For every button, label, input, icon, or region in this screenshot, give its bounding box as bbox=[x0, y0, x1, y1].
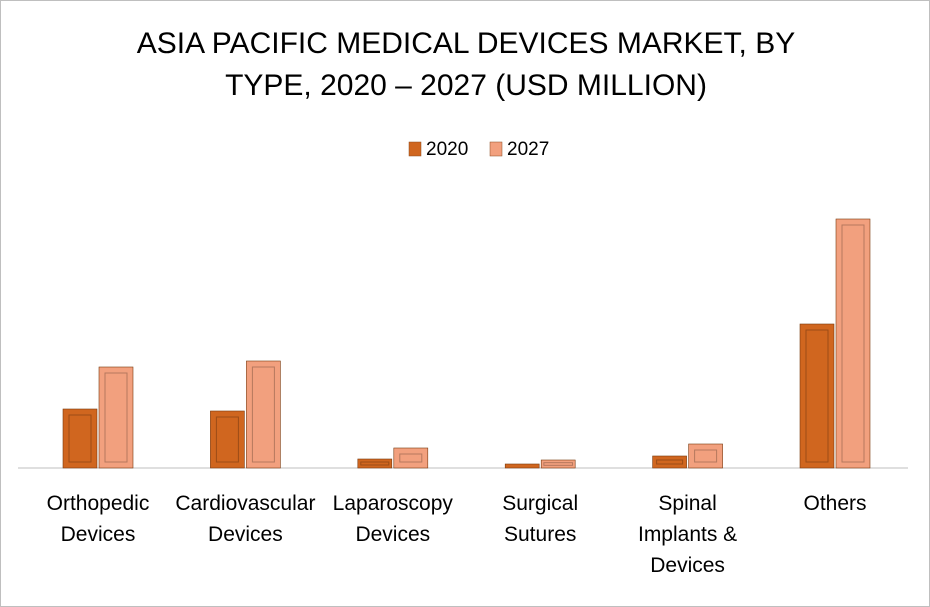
chart-title: ASIA PACIFIC MEDICAL DEVICES MARKET, BY … bbox=[136, 27, 796, 102]
x-tick-label: Cardiovascular Devices bbox=[175, 492, 316, 546]
x-tick-label: Spinal Implants & Devices bbox=[637, 492, 738, 577]
bar bbox=[210, 410, 245, 469]
bar bbox=[688, 443, 723, 469]
bar bbox=[393, 447, 429, 469]
x-tick-label: Orthopedic Devices bbox=[46, 492, 150, 546]
x-tick-label: Laparoscopy Devices bbox=[332, 492, 453, 546]
legend-swatch bbox=[489, 141, 503, 157]
bar bbox=[540, 459, 576, 469]
bar bbox=[652, 455, 687, 469]
bar bbox=[246, 360, 281, 469]
x-tick-label: Others bbox=[803, 492, 867, 515]
bar bbox=[98, 366, 134, 469]
bar bbox=[357, 458, 393, 469]
legend-label: 2027 bbox=[507, 139, 549, 160]
bar bbox=[504, 463, 540, 469]
bar bbox=[835, 218, 871, 469]
bar bbox=[62, 408, 98, 469]
legend-label: 2020 bbox=[426, 139, 468, 160]
x-tick-label: Surgical Sutures bbox=[502, 492, 579, 546]
legend-swatch bbox=[408, 141, 422, 157]
bar bbox=[799, 323, 835, 469]
